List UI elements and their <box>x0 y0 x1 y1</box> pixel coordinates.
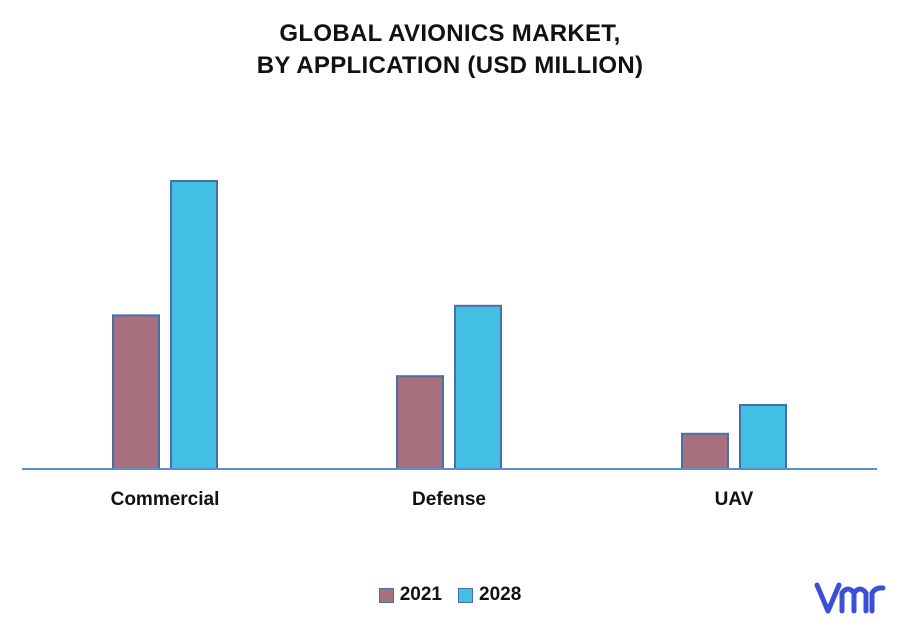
legend-label-2021: 2021 <box>399 584 442 605</box>
bar-uav-2028 <box>739 404 787 470</box>
bar-uav-2021 <box>681 432 729 470</box>
bar-commercial-2021 <box>112 314 160 470</box>
legend-label-2028: 2028 <box>479 584 522 605</box>
legend-swatch-2021 <box>378 587 394 603</box>
chart-title-line-2: BY APPLICATION (USD MILLION) <box>256 52 644 79</box>
legend-item-2028: 2028 <box>458 584 521 606</box>
legend-swatch-2028 <box>458 587 473 603</box>
legend: 2021 2028 <box>0 584 900 606</box>
category-labels-group: Commercial Defense UAV <box>111 489 754 510</box>
bar-defense-2028 <box>454 304 502 470</box>
category-label-defense: Defense <box>412 489 486 510</box>
bar-defense-2021 <box>396 375 444 471</box>
legend-item-2021: 2021 <box>378 584 442 606</box>
bar-commercial-2028 <box>170 180 218 470</box>
vmr-logo-icon <box>814 582 886 614</box>
category-label-uav: UAV <box>715 489 754 510</box>
category-label-commercial: Commercial <box>111 489 220 510</box>
chart-title: GLOBAL AVIONICS MARKET, BY APPLICATION (… <box>0 18 900 82</box>
bars-group <box>112 180 787 471</box>
chart-title-line-1: GLOBAL AVIONICS MARKET, <box>279 20 621 47</box>
